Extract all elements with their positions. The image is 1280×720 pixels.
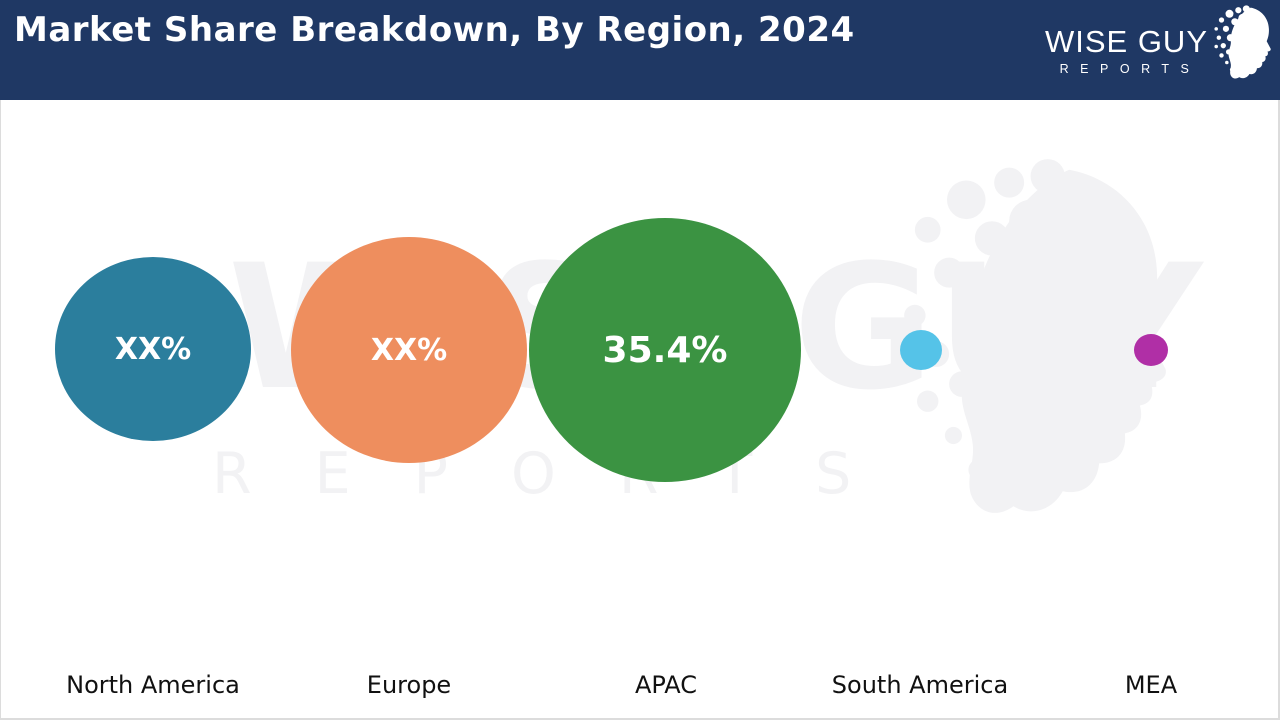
header-bar: Market Share Breakdown, By Region, 2024 …	[0, 0, 1280, 100]
category-label-north-america: North America	[66, 671, 240, 699]
bubble-north-america: XX%	[55, 257, 251, 441]
bubble-south-america	[900, 330, 942, 370]
bubble-mea	[1134, 334, 1168, 366]
logo-wordmark: WISE GUY	[1044, 24, 1208, 59]
wiseguy-logo: WISE GUY REPORTS	[1045, 2, 1272, 92]
watermark-subtext: REPORTS	[212, 441, 915, 507]
category-label-europe: Europe	[366, 671, 452, 699]
head-silhouette-icon	[1214, 5, 1271, 79]
chart-area: WISE GUY REPORTS XX% XX% 35.4% North Ame…	[0, 100, 1280, 720]
category-label-apac: APAC	[634, 671, 698, 699]
bubble-apac: 35.4%	[529, 218, 801, 482]
category-label-mea: MEA	[1124, 671, 1178, 699]
bubble-europe: XX%	[291, 237, 527, 463]
logo-subtext: REPORTS	[1059, 62, 1201, 76]
logo-text: WISE GUY REPORTS	[1045, 26, 1208, 76]
page-title: Market Share Breakdown, By Region, 2024	[14, 10, 855, 50]
bubble-value-label-apac: 35.4%	[602, 329, 728, 371]
bubble-value-label-north-america: XX%	[114, 331, 192, 367]
bubble-value-label-europe: XX%	[370, 332, 448, 368]
category-label-south-america: South America	[831, 671, 1009, 699]
